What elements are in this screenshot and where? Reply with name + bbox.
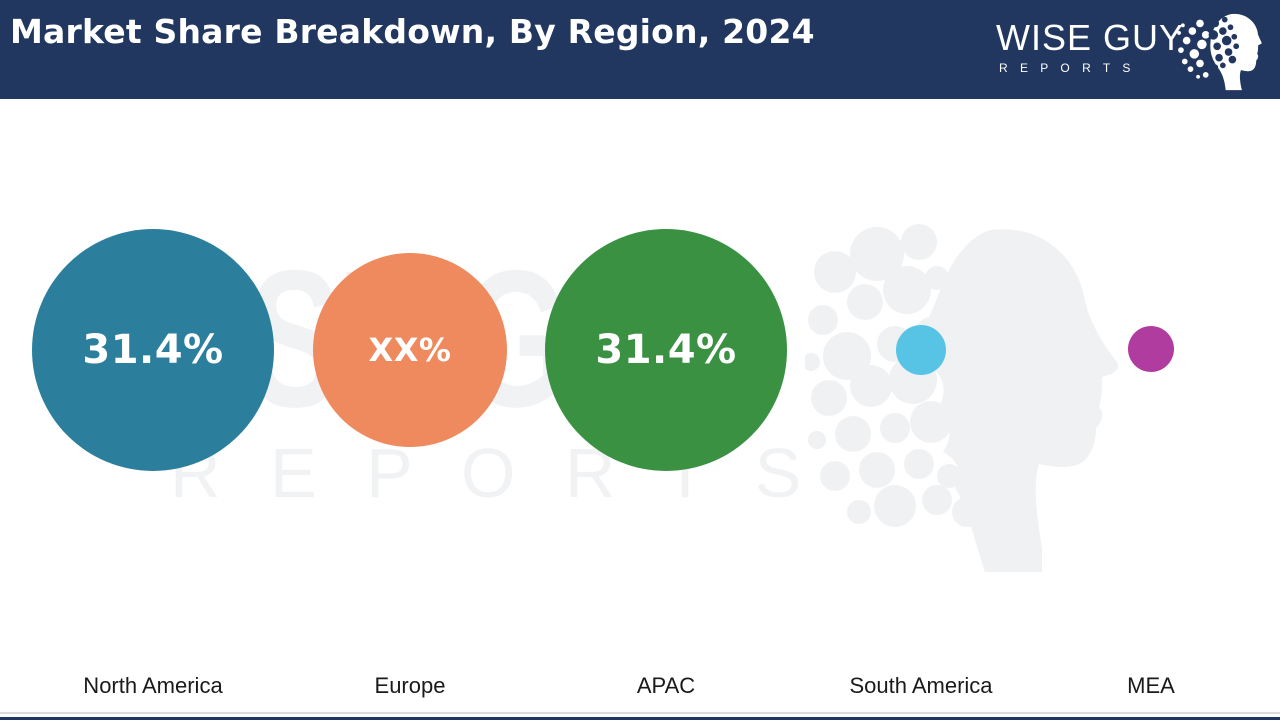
logo-wordmark: WISE GUY bbox=[995, 17, 1184, 58]
footer-accent-bar bbox=[0, 717, 1280, 720]
bubble-south-america bbox=[896, 325, 946, 375]
bubble-mea bbox=[1128, 326, 1174, 372]
bubble-europe: XX% bbox=[313, 253, 507, 447]
bubble-apac: 31.4% bbox=[545, 229, 787, 471]
wiseguy-logo-text: WISE GUY R E P O R T S bbox=[995, 17, 1184, 76]
bubble-value-europe: XX% bbox=[368, 331, 452, 369]
category-label-north-america: North America bbox=[83, 673, 223, 698]
header-bar: Market Share Breakdown, By Region, 2024 … bbox=[0, 0, 1280, 99]
logo-subtitle: R E P O R T S bbox=[998, 61, 1135, 75]
category-label-apac: APAC bbox=[636, 673, 696, 698]
category-label-mea: MEA bbox=[1127, 673, 1175, 698]
wiseguy-head-icon bbox=[1177, 13, 1262, 91]
bubble-value-apac: 31.4% bbox=[595, 327, 737, 373]
category-label-south-america: South America bbox=[849, 673, 993, 698]
bubble-north-america: 31.4% bbox=[32, 229, 274, 471]
bubble-value-north-america: 31.4% bbox=[82, 327, 224, 373]
category-label-europe: Europe bbox=[374, 673, 446, 698]
wiseguy-logo: WISE GUY R E P O R T S bbox=[996, 12, 1266, 92]
footer-divider bbox=[0, 712, 1280, 714]
watermark-head-icon bbox=[805, 224, 1119, 572]
page-title: Market Share Breakdown, By Region, 2024 bbox=[10, 12, 815, 51]
